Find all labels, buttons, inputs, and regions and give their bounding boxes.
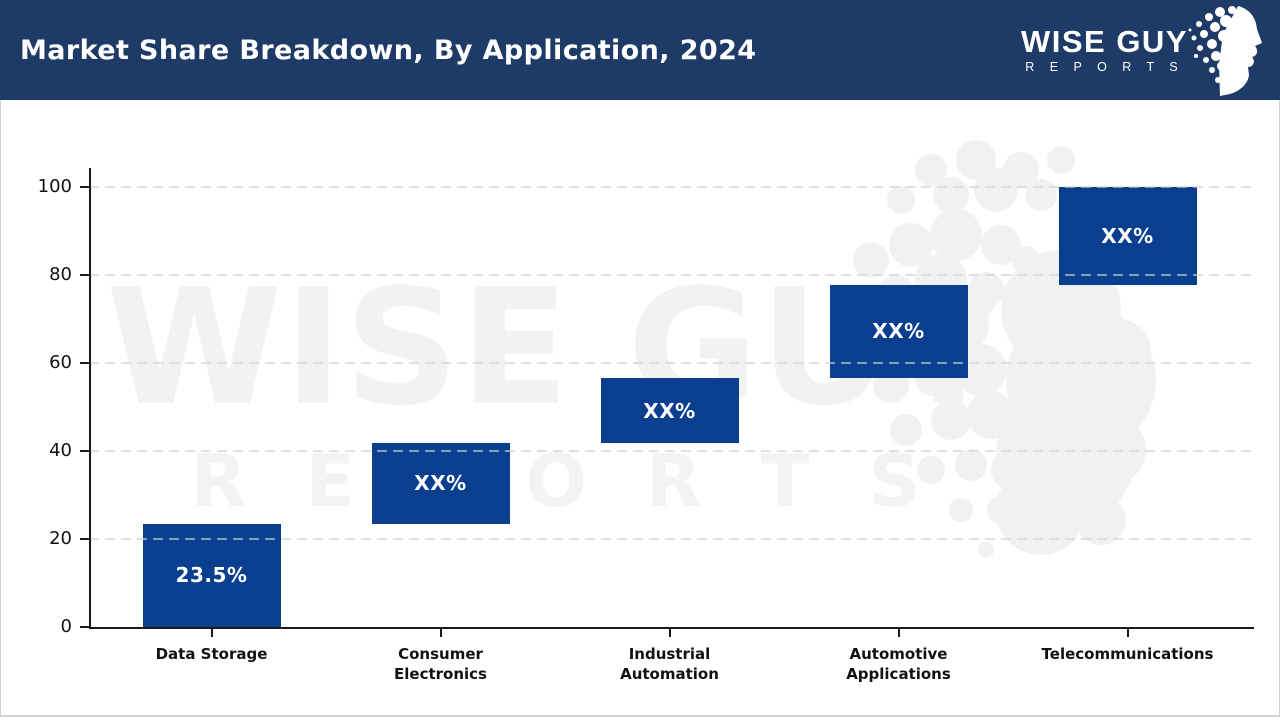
- gridline: [89, 362, 1254, 364]
- gridline: [89, 186, 1254, 188]
- waterfall-chart: 0 20 40 60 80 100 23.5% Data Storage XX% Consumer…: [1, 100, 1279, 715]
- page-title: Market Share Breakdown, By Application, …: [20, 34, 757, 66]
- bar: XX%: [371, 443, 510, 524]
- bar-value-label: 23.5%: [175, 563, 248, 588]
- bar-value-label: XX%: [872, 319, 925, 344]
- y-axis-tick: [80, 362, 89, 364]
- gridline: [89, 538, 1254, 540]
- gridline: [89, 274, 1254, 276]
- gridline: [89, 450, 1254, 452]
- x-axis-category-label: Consumer Electronics: [394, 645, 487, 683]
- bar-value-label: XX%: [1101, 223, 1154, 248]
- y-axis-tick-label: 60: [49, 352, 72, 373]
- logo: WISE GUY R E P O R T S: [1021, 4, 1266, 96]
- bar: XX%: [600, 377, 739, 444]
- y-axis-tick: [80, 274, 89, 276]
- y-axis-tick-label: 80: [49, 264, 72, 285]
- x-axis-tick: [668, 629, 671, 637]
- x-axis-spine: [89, 627, 1254, 629]
- x-axis-category-label: Telecommunications: [1041, 645, 1214, 663]
- x-axis-tick: [1126, 629, 1129, 637]
- y-axis-tick: [80, 538, 89, 540]
- bar-value-label: XX%: [414, 471, 467, 496]
- y-axis-tick: [80, 450, 89, 452]
- y-axis-tick-label: 40: [49, 440, 72, 461]
- x-axis-tick: [210, 629, 213, 637]
- x-axis-category-label: Data Storage: [155, 645, 268, 663]
- header: Market Share Breakdown, By Application, …: [0, 0, 1280, 100]
- y-axis-tick: [80, 626, 89, 628]
- logo-wordmark-text: WISE GUY: [1020, 24, 1188, 60]
- watermark-reports: R E P O R T S: [191, 439, 938, 523]
- x-axis-tick: [439, 629, 442, 637]
- x-axis-category-label: Industrial Automation: [620, 645, 719, 683]
- bar-value-label: XX%: [643, 398, 696, 423]
- y-axis-tick: [80, 186, 89, 188]
- logo-wordmark: WISE GUY R E P O R T S: [1021, 26, 1188, 74]
- y-axis-tick-label: 100: [37, 176, 72, 197]
- chart-card: WISE GUY R E P O R T S 0 20 40 60 80 100 23.5%…: [0, 100, 1280, 717]
- x-axis-category-label: Automotive Applications: [846, 645, 951, 683]
- x-axis-tick: [897, 629, 900, 637]
- bar: XX%: [1058, 187, 1197, 285]
- y-axis-tick-label: 0: [60, 616, 72, 637]
- bar: 23.5%: [142, 523, 281, 627]
- logo-reports-text: R E P O R T S: [1025, 60, 1184, 75]
- y-axis-tick-label: 20: [49, 528, 72, 549]
- y-axis-spine: [89, 168, 91, 629]
- logo-face-icon: [1188, 6, 1262, 96]
